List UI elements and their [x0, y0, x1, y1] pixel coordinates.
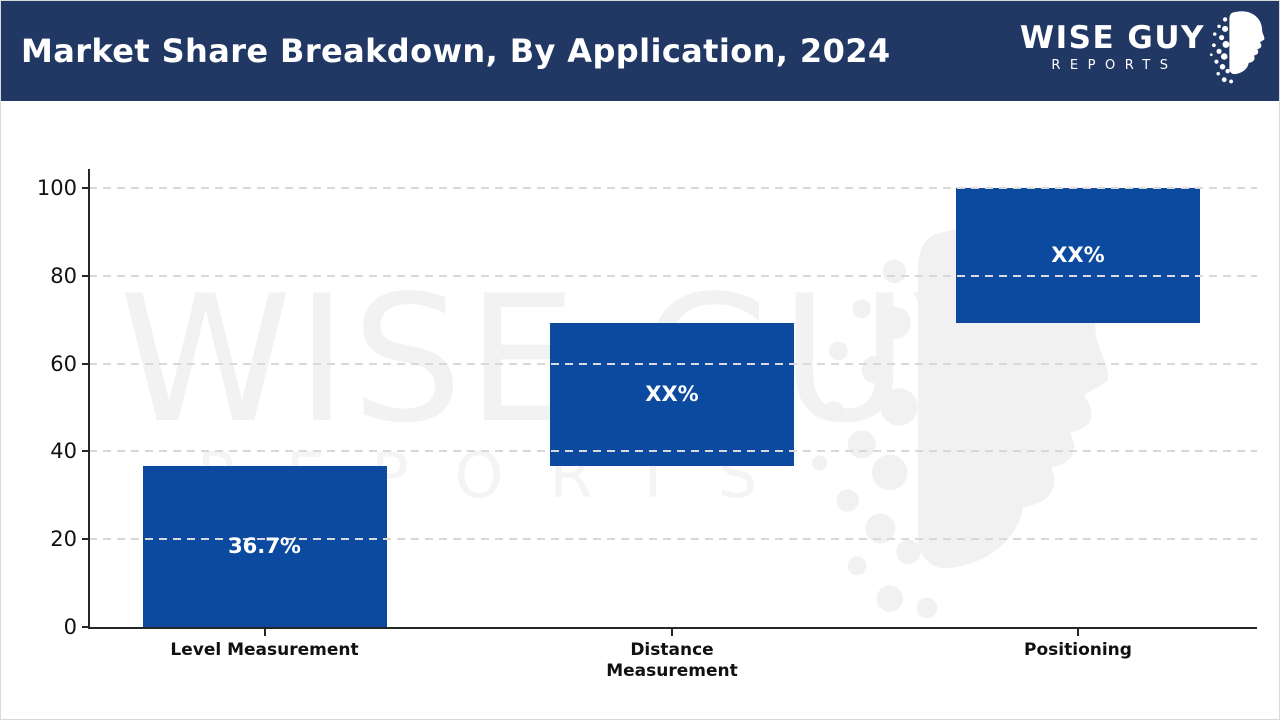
- y-tick-label: 20: [50, 527, 77, 552]
- x-category-label: Level Measurement: [170, 640, 359, 660]
- x-tick-mark: [671, 628, 673, 636]
- x-category-label: Positioning: [1024, 640, 1132, 660]
- y-tick-label: 0: [63, 615, 77, 639]
- bar-value-label: XX%: [645, 382, 699, 407]
- bar-segment: [143, 465, 387, 627]
- gridline: [89, 274, 1257, 277]
- gridline: [89, 187, 1257, 189]
- x-tick-mark: [1077, 628, 1079, 636]
- gridline: [89, 450, 1257, 453]
- bar-segment: [550, 322, 794, 466]
- y-tick-label: 40: [50, 439, 77, 464]
- y-tick-mark: [82, 187, 89, 189]
- bar-value-label: XX%: [1051, 243, 1105, 268]
- header-bar: Market Share Breakdown, By Application, …: [1, 1, 1279, 101]
- y-tick-mark: [82, 538, 89, 541]
- y-tick-mark: [82, 626, 89, 628]
- wise-guy-reports-logo: WISE GUY REPORTS: [1020, 7, 1269, 87]
- y-tick-mark: [82, 274, 89, 277]
- logo-text: WISE GUY REPORTS: [1019, 19, 1205, 73]
- gridline: [89, 538, 1257, 541]
- y-tick-label: 100: [36, 176, 77, 200]
- y-tick-mark: [82, 362, 89, 365]
- x-category-label: Distance Measurement: [606, 640, 738, 682]
- page-title: Market Share Breakdown, By Application, …: [21, 32, 891, 70]
- x-tick-mark: [263, 628, 266, 636]
- y-tick-label: 60: [50, 351, 77, 376]
- logo-subtext: REPORTS: [1051, 57, 1178, 73]
- gridline: [89, 362, 1257, 365]
- y-axis-line: [88, 169, 90, 628]
- bar-value-label: 36.7%: [228, 534, 301, 559]
- y-tick-mark: [82, 450, 89, 453]
- logo-wordmark: WISE GUY: [1019, 19, 1205, 56]
- y-tick-label: 80: [50, 263, 77, 288]
